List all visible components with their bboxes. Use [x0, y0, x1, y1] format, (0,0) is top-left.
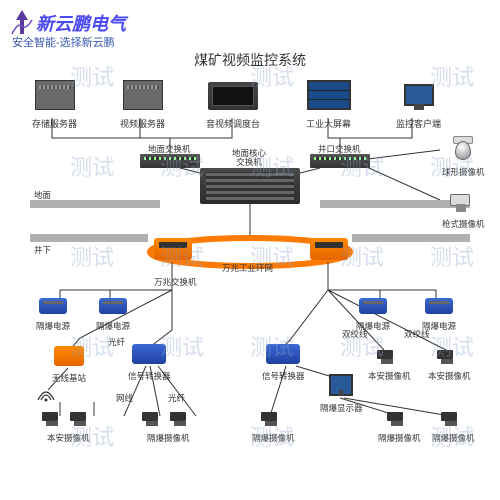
ring-switch-label: 万兆交换机 [154, 276, 197, 288]
safe-camera-label: 本安摄像机 [368, 370, 411, 382]
signal-converter-left: 信号转换器 [128, 344, 171, 382]
expl-camera-label: 隔爆摄像机 [432, 432, 475, 444]
expl-display-label: 隔爆显示器 [320, 402, 363, 414]
mini-cam-icon [42, 412, 66, 426]
safe-camera-r2: 本安摄像机 [428, 350, 471, 382]
expl-power-2: 隔爆电源 [96, 298, 130, 332]
monitor-client-label: 监控客户端 [396, 117, 441, 130]
expl-power-4: 隔爆电源 [422, 298, 456, 332]
bullet-camera-label: 枪式摄像机 [442, 218, 485, 230]
bullet-camera: 枪式摄像机 [442, 190, 485, 230]
eth-label: 网线 [116, 392, 133, 404]
expl-camera-label: 隔爆摄像机 [378, 432, 421, 444]
safe-camera-label: 本安摄像机 [42, 432, 94, 444]
expl-power-icon [425, 298, 453, 314]
wellhead-switch-label: 井口交换机 [318, 143, 361, 155]
signal-converter-label: 信号转换器 [128, 370, 171, 382]
fiber-label-1: 光纤 [108, 336, 125, 348]
dispatch-console: 音视频调度台 [206, 82, 260, 130]
core-switch: 地面核心交换机 [200, 168, 300, 209]
mini-cam-icon [142, 412, 166, 426]
expl-power-label: 隔爆电源 [36, 320, 70, 332]
safe-camera-label: 本安摄像机 [428, 370, 471, 382]
wireless-base-label: 无线基站 [52, 372, 86, 384]
orange-switch-icon [310, 238, 348, 260]
storage-server-label: 存储服务器 [32, 117, 77, 130]
logo-text-sub: 安全智能-选择新云鹏 [12, 34, 115, 50]
video-server: 视频服务器 [120, 80, 165, 130]
mini-cam-icon [170, 412, 194, 426]
safe-camera-1: 本安摄像机 [42, 412, 94, 444]
expl-power-3: 隔爆电源 [356, 298, 390, 332]
wireless-base: 无线基站 [52, 346, 86, 384]
expl-power-icon [99, 298, 127, 314]
mini-cam-icon [377, 350, 401, 364]
core-switch-icon [200, 168, 300, 204]
logo-text-main: 新云鹏电气 [36, 10, 126, 36]
switch-icon [140, 154, 200, 168]
expl-camera-label: 隔爆摄像机 [142, 432, 194, 444]
monitor-icon [329, 374, 353, 396]
underground-label: 井下 [34, 244, 51, 256]
expl-power-1: 隔爆电源 [36, 298, 70, 332]
expl-camera-1: 隔爆摄像机 [142, 412, 194, 444]
expl-camera-r1: 隔爆摄像机 [252, 412, 295, 444]
expl-camera-r3: 隔爆摄像机 [432, 412, 475, 444]
wifi-emitter [36, 388, 56, 407]
fiber-label-2: 光纤 [168, 392, 185, 404]
surface-switch-label: 地面交换机 [148, 143, 191, 155]
coax-label-2: 双绞线 [404, 328, 430, 340]
safe-camera-r1: 本安摄像机 [368, 350, 411, 382]
monitor-icon [404, 84, 434, 110]
ring-switch-right [310, 238, 348, 265]
server-icon [123, 80, 163, 110]
expl-camera-r2: 隔爆摄像机 [378, 412, 421, 444]
mini-cam-icon [441, 412, 465, 426]
mini-cam-icon [437, 350, 461, 364]
coax-label-1: 双绞线 [342, 328, 368, 340]
orange-box-icon [54, 346, 84, 366]
dome-camera-label: 球形摄像机 [442, 166, 485, 178]
expl-power-icon [39, 298, 67, 314]
orange-switch-icon [154, 238, 192, 260]
expl-power-icon [359, 298, 387, 314]
wellhead-switch: 井口交换机 [310, 154, 370, 173]
mini-cam-icon [70, 412, 94, 426]
signal-converter-right: 信号转换器 [262, 344, 305, 382]
console-icon [208, 82, 258, 110]
video-server-label: 视频服务器 [120, 117, 165, 130]
wifi-icon [36, 388, 56, 402]
industrial-screen: 工业大屏幕 [306, 80, 351, 130]
ring-network-label: 万兆工业环网 [222, 262, 273, 274]
expl-power-label: 隔爆电源 [96, 320, 130, 332]
surface-label: 地面 [34, 189, 51, 201]
expl-camera-label: 隔爆摄像机 [252, 432, 295, 444]
converter-icon [132, 344, 166, 364]
storage-server: 存储服务器 [32, 80, 77, 130]
converter-icon [266, 344, 300, 364]
core-switch-label: 地面核心交换机 [232, 149, 266, 168]
signal-converter-label: 信号转换器 [262, 370, 305, 382]
mini-cam-icon [261, 412, 285, 426]
surface-switch: 地面交换机 [140, 154, 200, 173]
ptz-camera-icon [450, 190, 476, 212]
bigscreen-icon [307, 80, 351, 110]
switch-icon [310, 154, 370, 168]
dome-camera-icon [451, 136, 475, 160]
dome-camera: 球形摄像机 [442, 136, 485, 178]
server-icon [35, 80, 75, 110]
dispatch-console-label: 音视频调度台 [206, 117, 260, 130]
monitor-client: 监控客户端 [396, 84, 441, 130]
ring-switch-left [154, 238, 192, 265]
expl-display: 隔爆显示器 [320, 374, 363, 414]
mini-cam-icon [387, 412, 411, 426]
industrial-screen-label: 工业大屏幕 [306, 117, 351, 130]
